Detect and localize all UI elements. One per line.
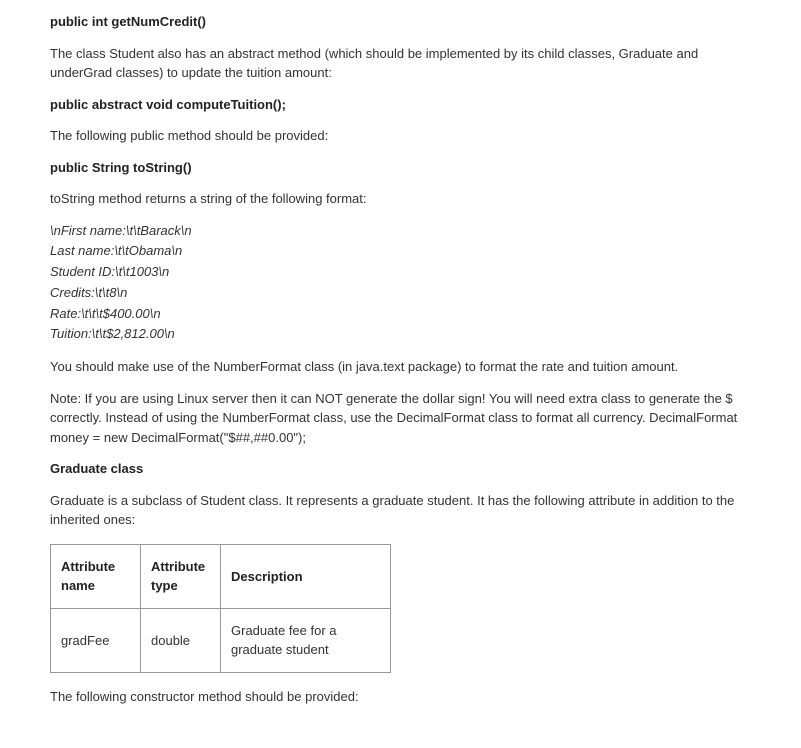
table-header-description: Description [221, 544, 391, 608]
heading-tostring: public String toString() [50, 158, 751, 178]
format-line-tuition: Tuition:\t\t$2,812.00\n [50, 324, 751, 345]
attribute-table: Attribute name Attribute type Descriptio… [50, 544, 391, 673]
table-cell-description: Graduate fee for a graduate student [221, 608, 391, 672]
format-line-studentid: Student ID:\t\t1003\n [50, 262, 751, 283]
paragraph-linux-note: Note: If you are using Linux server then… [50, 389, 751, 448]
format-line-rate: Rate:\t\t\t$400.00\n [50, 304, 751, 325]
paragraph-abstract-intro: The class Student also has an abstract m… [50, 44, 751, 83]
format-line-credits: Credits:\t\t8\n [50, 283, 751, 304]
table-row: gradFee double Graduate fee for a gradua… [51, 608, 391, 672]
heading-computetuition: public abstract void computeTuition(); [50, 95, 751, 115]
format-line-firstname: \nFirst name:\t\tBarack\n [50, 221, 751, 242]
table-cell-name: gradFee [51, 608, 141, 672]
heading-graduate-class: Graduate class [50, 459, 751, 479]
format-line-lastname: Last name:\t\tObama\n [50, 241, 751, 262]
table-header-row: Attribute name Attribute type Descriptio… [51, 544, 391, 608]
paragraph-graduate-intro: Graduate is a subclass of Student class.… [50, 491, 751, 530]
format-example-block: \nFirst name:\t\tBarack\n Last name:\t\t… [50, 221, 751, 346]
paragraph-public-method-intro: The following public method should be pr… [50, 126, 751, 146]
heading-getnumcredit: public int getNumCredit() [50, 12, 751, 32]
paragraph-constructor-intro: The following constructor method should … [50, 687, 751, 707]
table-header-name: Attribute name [51, 544, 141, 608]
paragraph-numberformat: You should make use of the NumberFormat … [50, 357, 751, 377]
table-header-type: Attribute type [141, 544, 221, 608]
table-cell-type: double [141, 608, 221, 672]
paragraph-tostring-format: toString method returns a string of the … [50, 189, 751, 209]
